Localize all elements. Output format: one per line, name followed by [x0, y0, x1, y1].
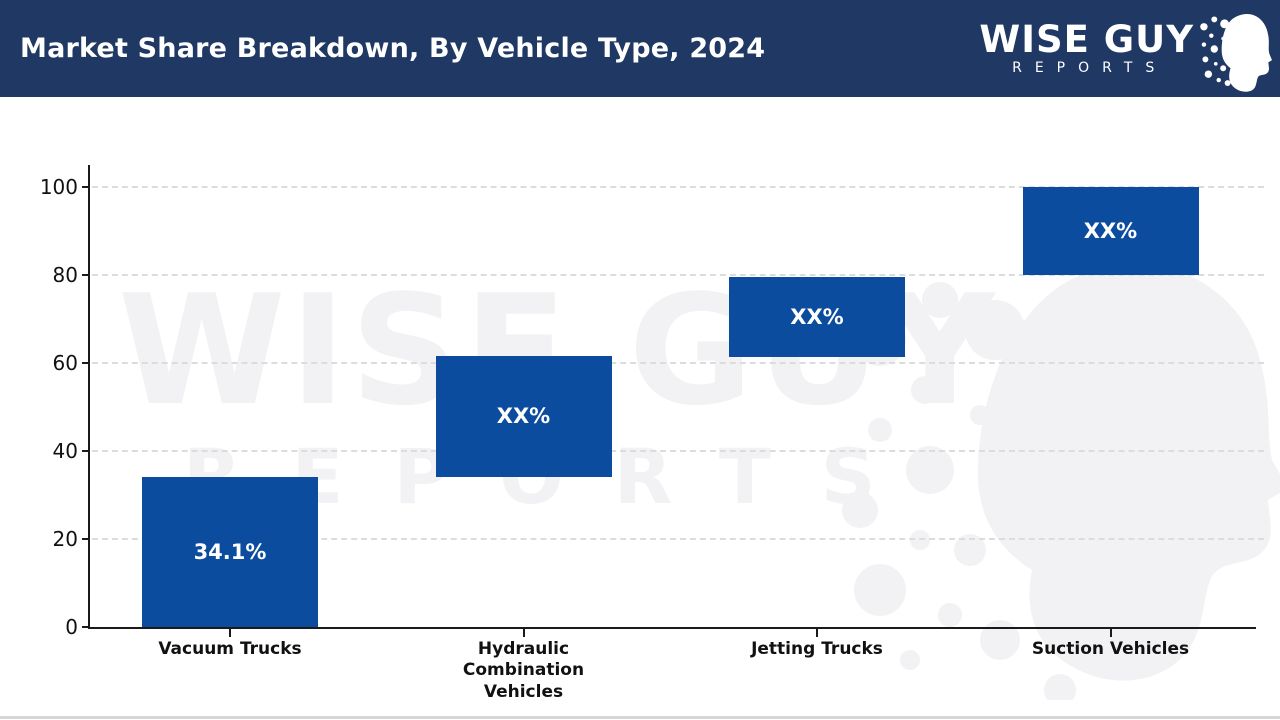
x-axis-tick-mark [1109, 629, 1112, 637]
x-axis-category-label: Suction Vehicles [1031, 639, 1190, 659]
x-axis-category-label: Vacuum Trucks [158, 639, 302, 659]
y-axis-tick-label: 0 [65, 615, 78, 639]
brand-logo: WISE GUY REPORTS [979, 6, 1280, 92]
bar-value-label: XX% [1083, 219, 1138, 243]
bar-value-label: 34.1% [193, 539, 267, 564]
bar-value-label: XX% [496, 404, 551, 429]
brand-subtitle: REPORTS [1012, 60, 1168, 76]
x-axis-category-label: Jetting Trucks [751, 639, 883, 659]
chart-bar [435, 355, 612, 477]
page-title: Market Share Breakdown, By Vehicle Type,… [20, 33, 766, 64]
bar-value-label: XX% [790, 305, 844, 330]
x-axis-line [88, 627, 1256, 629]
x-axis-tick-mark [816, 629, 818, 637]
gridline [92, 362, 1264, 364]
brand-head-dots-icon [1200, 13, 1272, 92]
y-axis-tick-label: 20 [52, 527, 78, 551]
y-axis-tick-label: 100 [39, 175, 78, 199]
y-axis-tick-mark [82, 362, 90, 364]
footer-divider [0, 716, 1280, 719]
y-axis-tick-label: 60 [52, 351, 78, 375]
chart-bar [142, 476, 318, 627]
brand-name: WISE GUY [979, 18, 1194, 61]
chart-bar [729, 277, 905, 357]
brand-wordmark: WISE GUY REPORTS [979, 21, 1194, 76]
x-axis-category-label: Hydraulic Combination Vehicles [462, 639, 585, 702]
y-axis-tick-mark [82, 538, 90, 540]
y-axis-tick-label: 40 [52, 439, 78, 463]
watermark-head-dots-icon [842, 264, 1280, 700]
y-axis-line [88, 165, 90, 629]
y-axis-tick-mark [82, 450, 90, 452]
gridline [92, 450, 1264, 452]
y-axis-tick-mark [82, 186, 90, 188]
gridline [92, 274, 1264, 276]
gridline [92, 186, 1264, 188]
gridline [92, 538, 1264, 540]
y-axis-tick-mark [82, 626, 90, 628]
chart-bar [1022, 187, 1199, 275]
x-axis-tick-mark [522, 629, 525, 637]
y-axis-tick-mark [82, 274, 90, 276]
header-bar: Market Share Breakdown, By Vehicle Type,… [0, 0, 1280, 97]
y-axis-tick-label: 80 [52, 263, 78, 287]
x-axis-tick-mark [229, 629, 231, 637]
